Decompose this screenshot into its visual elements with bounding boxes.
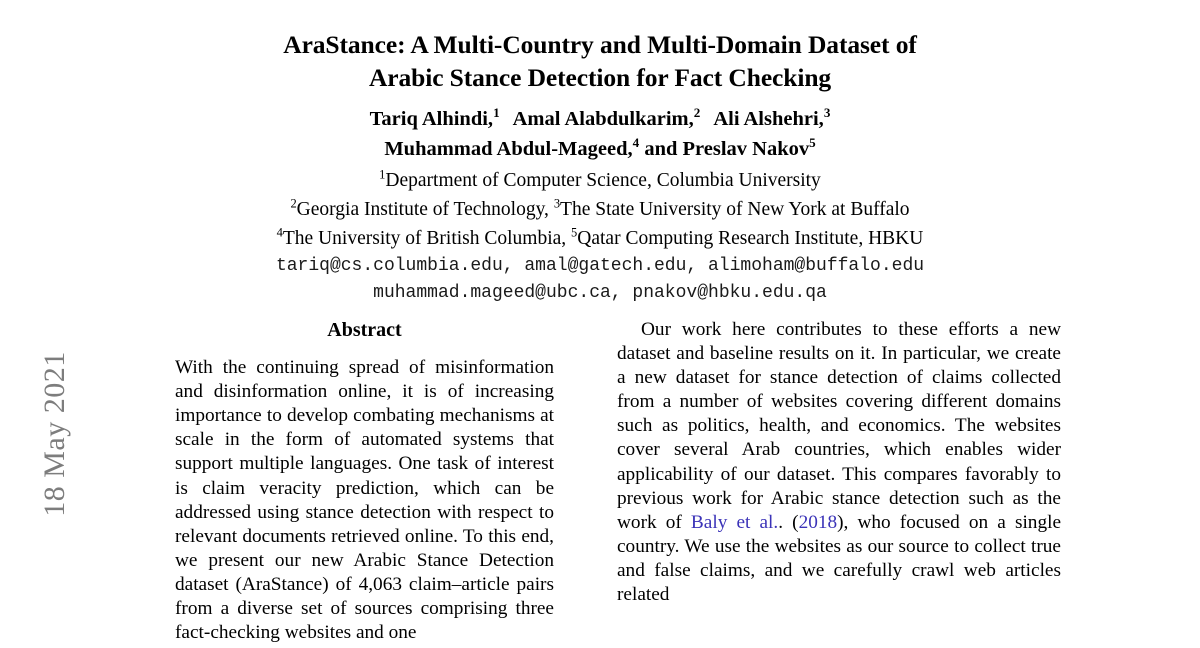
abstract-heading: Abstract (327, 319, 402, 341)
author-name: Amal Alabdulkarim, (512, 108, 694, 130)
right-column: Our work here contributes to these effor… (617, 318, 1061, 607)
affiliation-line: 4The University of British Columbia, 5Qa… (160, 224, 1040, 253)
affiliation-marker: 3 (553, 196, 561, 211)
author-name: Tariq Alhindi, (369, 108, 494, 130)
paragraph-text: Our work here contributes to these effor… (617, 319, 1061, 533)
citation-link-baly[interactable]: Baly et al. (690, 511, 779, 533)
author-name: and Preslav Nakov (639, 138, 810, 160)
author-affiliation-marker: 2 (693, 105, 701, 121)
affiliation-text: Department of Computer Science, Columbia… (385, 170, 821, 191)
introduction-paragraph: Our work here contributes to these effor… (617, 318, 1061, 607)
affiliation-line: 2Georgia Institute of Technology, 3The S… (160, 195, 1040, 224)
citation-separator: . ( (778, 511, 799, 533)
affiliation-marker: 5 (571, 225, 578, 240)
affiliation-text: The State University of New York at Buff… (560, 199, 910, 220)
author-affiliation-marker: 5 (809, 135, 816, 151)
affiliation-list: 1Department of Computer Science, Columbi… (160, 166, 1040, 253)
affiliation-text: Qatar Computing Research Institute, HBKU (577, 228, 924, 249)
abstract-body: With the continuing spread of misinforma… (175, 357, 554, 644)
page-title: AraStance: A Multi-Country and Multi-Dom… (160, 28, 1040, 94)
affiliation-line: 1Department of Computer Science, Columbi… (160, 166, 1040, 195)
author-affiliation-marker: 3 (823, 105, 831, 121)
affiliation-marker: 1 (379, 167, 386, 182)
email-line: muhammad.mageed@ubc.ca, pnakov@hbku.edu.… (373, 283, 827, 303)
left-column: Abstract With the continuing spread of m… (175, 318, 554, 645)
paper-title-line-1: AraStance: A Multi-Country and Multi-Dom… (283, 30, 917, 59)
author-line-2: Muhammad Abdul-Mageed,4 and Preslav Nako… (160, 134, 1040, 164)
author-affiliation-marker: 1 (493, 105, 500, 121)
author-name: Muhammad Abdul-Mageed, (384, 138, 633, 160)
paper-title-line-2: Arabic Stance Detection for Fact Checkin… (368, 63, 832, 92)
citation-link-year[interactable]: 2018 (798, 511, 838, 533)
affiliation-text: The University of British Columbia, (282, 228, 572, 249)
author-list: Tariq Alhindi,1 Amal Alabdulkarim,2 Ali Al… (160, 104, 1040, 164)
paper-title-block: AraStance: A Multi-Country and Multi-Dom… (160, 28, 1040, 94)
affiliation-marker: 4 (276, 225, 283, 240)
affiliation-marker: 2 (290, 196, 297, 211)
author-affiliation-marker: 4 (632, 135, 640, 151)
author-emails: tariq@cs.columbia.edu, amal@gatech.edu, … (150, 253, 1050, 307)
affiliation-text: Georgia Institute of Technology, (296, 199, 554, 220)
author-name: Ali Alshehri, (713, 108, 824, 130)
two-column-body: Abstract With the continuing spread of m… (0, 318, 1200, 648)
email-line: tariq@cs.columbia.edu, amal@gatech.edu, … (275, 256, 925, 276)
author-line-1: Tariq Alhindi,1 Amal Alabdulkarim,2 Ali Al… (160, 104, 1040, 134)
paragraph-text: ), who focused on a single country. We u… (617, 511, 1061, 606)
